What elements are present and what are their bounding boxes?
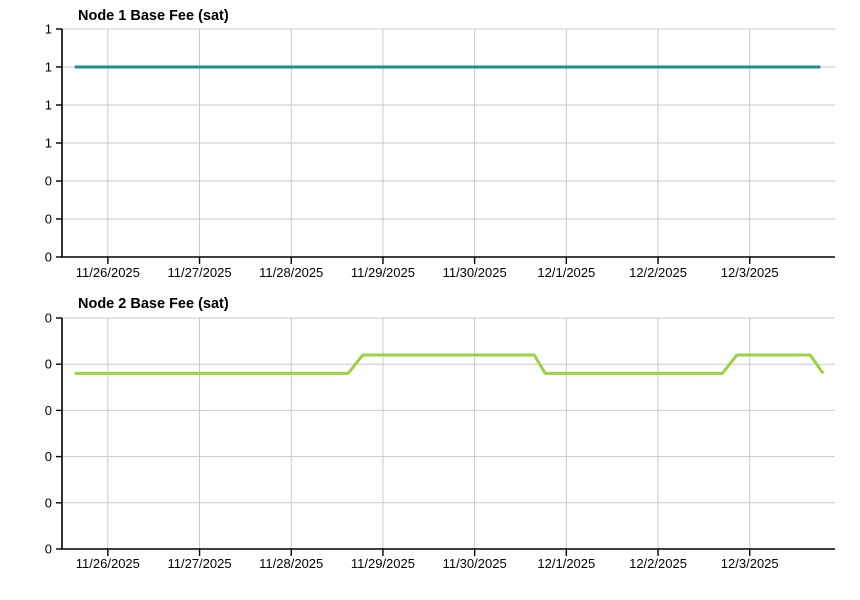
series-line-node2-base-fee xyxy=(74,353,825,375)
x-tick-label: 12/2/2025 xyxy=(629,265,687,280)
x-tick-label: 11/28/2025 xyxy=(259,556,323,571)
y-tick-label: 1 xyxy=(45,60,52,75)
x-tick-label: 12/2/2025 xyxy=(629,556,687,571)
y-tick-label: 0 xyxy=(45,250,52,265)
chart-title: Node 1 Base Fee (sat) xyxy=(78,8,229,24)
x-tick-label: 12/3/2025 xyxy=(721,265,779,280)
y-tick-label: 1 xyxy=(45,98,52,113)
y-tick-label: 0 xyxy=(45,311,52,326)
x-tick-label: 12/1/2025 xyxy=(537,556,595,571)
y-tick-label: 0 xyxy=(45,212,52,227)
x-tick-label: 12/3/2025 xyxy=(721,556,779,571)
x-tick-label: 11/28/2025 xyxy=(259,265,323,280)
y-tick-label: 0 xyxy=(45,542,52,557)
x-tick-label: 11/26/2025 xyxy=(76,265,140,280)
x-tick-label: 11/27/2025 xyxy=(167,556,231,571)
y-tick-label: 0 xyxy=(45,174,52,189)
y-tick-label: 0 xyxy=(45,357,52,372)
x-tick-label: 11/27/2025 xyxy=(167,265,231,280)
x-tick-label: 11/29/2025 xyxy=(351,556,415,571)
x-tick-label: 11/30/2025 xyxy=(443,265,507,280)
x-tick-label: 11/30/2025 xyxy=(443,556,507,571)
x-tick-label: 12/1/2025 xyxy=(537,265,595,280)
y-tick-label: 0 xyxy=(45,495,52,510)
y-tick-label: 0 xyxy=(45,403,52,418)
x-tick-label: 11/29/2025 xyxy=(351,265,415,280)
y-tick-label: 1 xyxy=(45,22,52,37)
x-tick-label: 11/26/2025 xyxy=(76,556,140,571)
y-tick-label: 1 xyxy=(45,136,52,151)
y-tick-label: 0 xyxy=(45,449,52,464)
chart-title: Node 2 Base Fee (sat) xyxy=(78,296,229,312)
